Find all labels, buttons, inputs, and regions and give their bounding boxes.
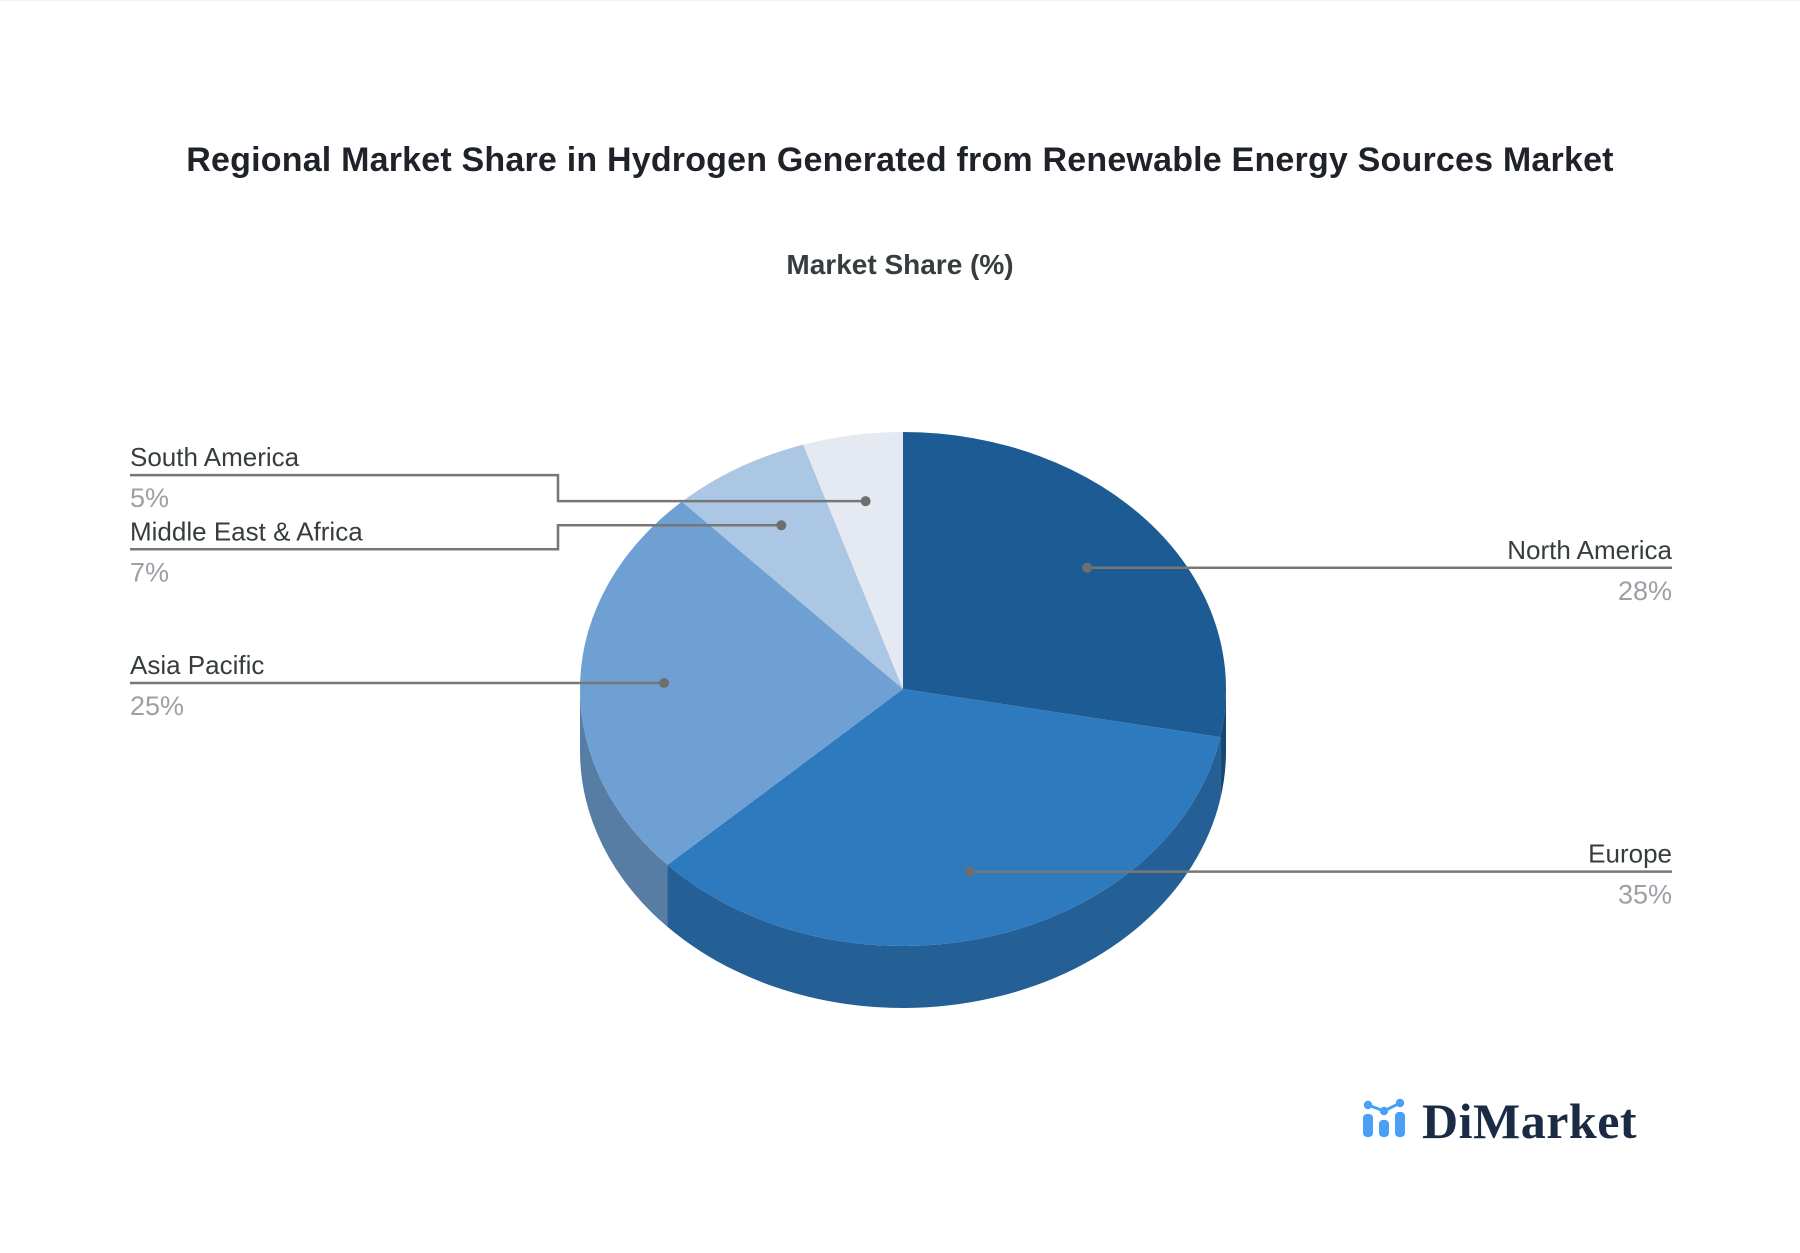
slice-label-north-america: North America	[1507, 535, 1672, 565]
logo-dot-2	[1379, 1106, 1389, 1116]
pie-slice-side-asia-pacific	[579, 689, 668, 927]
leader-dot-asia-pacific	[659, 678, 670, 689]
logo-bar-1	[1363, 1114, 1373, 1137]
pie-slice-side-north-america	[1220, 689, 1226, 800]
slice-value-north-america: 28%	[1618, 576, 1672, 606]
pie-slice-europe[interactable]	[667, 689, 1221, 947]
pie-slice-south-america[interactable]	[803, 432, 903, 689]
slice-value-asia-pacific: 25%	[130, 691, 184, 721]
leader-dot-north-america	[1082, 562, 1093, 573]
chart-subtitle: Market Share (%)	[786, 249, 1014, 280]
leader-dot-europe	[964, 866, 975, 877]
logo-dot-3	[1395, 1098, 1405, 1108]
slice-label-middle-east-africa: Middle East & Africa	[130, 516, 363, 546]
logo-bar-2	[1379, 1120, 1389, 1137]
dimarket-logo-icon	[1363, 1098, 1405, 1137]
logo-dot-1	[1363, 1100, 1373, 1110]
pie-slice-middle-east-africa[interactable]	[681, 444, 903, 689]
slice-label-asia-pacific: Asia Pacific	[130, 650, 264, 680]
leader-line-middle-east-africa	[130, 524, 782, 551]
leader-line-south-america	[130, 473, 866, 503]
slice-value-europe: 35%	[1618, 880, 1672, 910]
slice-label-europe: Europe	[1588, 839, 1672, 869]
slice-value-south-america: 5%	[130, 483, 169, 513]
slice-value-middle-east-africa: 7%	[130, 557, 169, 587]
chart-title: Regional Market Share in Hydrogen Genera…	[186, 141, 1614, 179]
pie-slice-asia-pacific[interactable]	[579, 501, 903, 865]
leader-dot-south-america	[860, 496, 871, 507]
slice-label-south-america: South America	[130, 442, 300, 472]
dimarket-logo-text: DiMarket	[1422, 1093, 1638, 1149]
dimarket-logo: DiMarket	[1360, 1093, 1638, 1149]
leader-dot-middle-east-africa	[776, 520, 787, 531]
logo-bar-3	[1395, 1112, 1405, 1137]
pie-slice-side-europe	[667, 737, 1221, 1009]
pie-slice-north-america[interactable]	[903, 432, 1227, 738]
